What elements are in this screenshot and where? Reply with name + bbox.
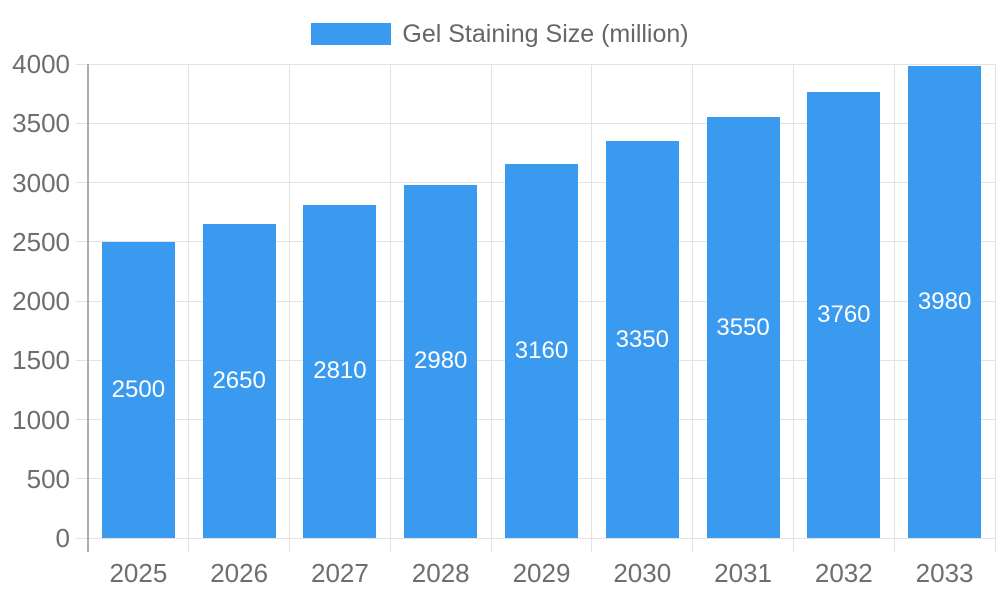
x-axis-tick-label: 2027: [311, 558, 369, 588]
bar-2025: 2500: [101, 241, 175, 538]
bar-2029: 3160: [505, 163, 578, 538]
y-axis-tick-label: 2000: [12, 286, 70, 316]
bar-value-label: 3760: [817, 301, 871, 329]
y-axis-line: [87, 64, 89, 552]
y-gridline: [76, 63, 995, 65]
bar-value-label: 3550: [716, 313, 770, 341]
x-gridline: [692, 64, 694, 538]
bar-value-label: 3350: [615, 325, 669, 353]
legend: Gel Staining Size (million): [0, 21, 1000, 47]
x-gridline: [490, 64, 492, 538]
x-gridline: [994, 64, 996, 538]
y-axis-tick-label: 1000: [12, 404, 70, 435]
x-axis-tick-label: 2031: [714, 558, 772, 588]
x-axis-tick-label: 2030: [613, 558, 672, 588]
bar-value-label: 2810: [313, 357, 367, 385]
x-axis-tick: [490, 538, 492, 552]
bar-value-label: 2650: [212, 366, 266, 394]
bar-2031: 3550: [706, 117, 780, 538]
bar-2026: 2650: [202, 223, 276, 538]
x-axis-tick: [591, 538, 593, 552]
bar-2028: 2980: [404, 184, 478, 538]
x-gridline: [188, 64, 190, 538]
x-axis-tick-label: 2026: [210, 558, 269, 588]
x-axis-tick: [792, 538, 794, 552]
legend-item-gel-staining-size[interactable]: Gel Staining Size (million): [311, 20, 689, 48]
x-axis-tick-label: 2033: [915, 558, 974, 588]
y-gridline: [76, 122, 995, 124]
bar-2027: 2810: [303, 205, 377, 538]
x-axis-tick-label: 2028: [411, 558, 470, 588]
bar-2033: 3980: [908, 66, 982, 538]
legend-swatch-icon: [311, 23, 392, 45]
x-gridline: [289, 64, 291, 538]
x-axis-tick-label: 2029: [512, 558, 571, 588]
y-axis-tick-label: 4000: [12, 49, 70, 79]
bar-2030: 3350: [605, 141, 679, 538]
x-axis-tick-label: 2032: [814, 558, 873, 588]
bar-value-label: 3980: [917, 288, 972, 316]
bar-value-label: 2500: [111, 375, 166, 403]
x-axis-tick-label: 2025: [109, 558, 168, 588]
x-axis-tick: [289, 538, 291, 552]
x-gridline: [389, 64, 391, 538]
x-axis-tick: [994, 538, 996, 552]
x-gridline: [591, 64, 593, 538]
y-axis-tick-label: 2500: [12, 226, 70, 257]
bar-2032: 3760: [807, 92, 881, 538]
y-axis-tick-label: 1500: [12, 345, 70, 376]
y-axis-tick-label: 3000: [12, 167, 70, 198]
y-axis-tick-label: 3500: [12, 108, 70, 139]
x-gridline: [893, 64, 895, 538]
x-axis-tick: [893, 538, 895, 552]
y-gridline: [76, 537, 995, 539]
legend-label: Gel Staining Size (million): [402, 20, 689, 48]
bar-value-label: 3160: [514, 336, 569, 364]
y-axis-tick-label: 0: [55, 523, 70, 553]
y-axis-tick-label: 500: [26, 463, 70, 494]
x-gridline: [792, 64, 794, 538]
x-axis-tick: [692, 538, 694, 552]
bar-value-label: 2980: [414, 347, 468, 375]
x-axis-tick: [188, 538, 190, 552]
x-axis-tick: [389, 538, 391, 552]
